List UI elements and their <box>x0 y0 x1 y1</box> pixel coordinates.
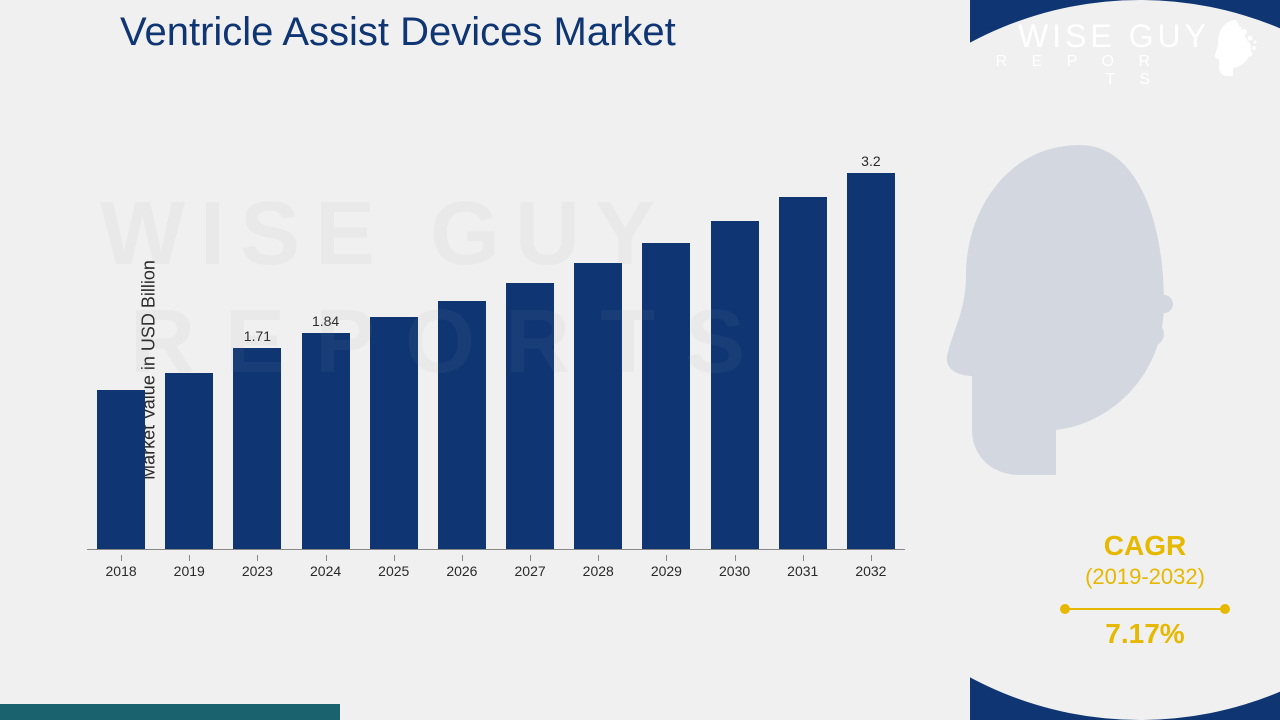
x-axis-label: 2019 <box>174 563 205 579</box>
bar-slot: 1.842024 <box>302 549 350 555</box>
x-axis-label: 2025 <box>378 563 409 579</box>
bar-slot: 2026 <box>438 549 486 555</box>
bar-value-label: 1.71 <box>244 328 271 344</box>
x-tick <box>735 555 736 561</box>
x-axis-label: 2018 <box>106 563 137 579</box>
bar <box>642 243 690 549</box>
bar <box>574 263 622 549</box>
bar-slot: 2030 <box>711 549 759 555</box>
bar-slot: 2019 <box>165 549 213 555</box>
logo-head-icon <box>1212 18 1260 78</box>
bar-value-label: 3.2 <box>861 153 880 169</box>
x-tick <box>189 555 190 561</box>
bar <box>302 333 350 549</box>
bar <box>711 221 759 549</box>
bar <box>97 390 145 549</box>
chart-title: Ventricle Assist Devices Market <box>120 10 676 55</box>
x-axis-label: 2029 <box>651 563 682 579</box>
bar-slot: 1.712023 <box>233 549 281 555</box>
bar <box>370 317 418 549</box>
chart-area: Market Value in USD Billion 201820191.71… <box>75 150 905 590</box>
x-tick <box>326 555 327 561</box>
x-tick <box>257 555 258 561</box>
cagr-value: 7.17% <box>1045 618 1245 650</box>
x-axis-label: 2032 <box>855 563 886 579</box>
x-tick <box>598 555 599 561</box>
bar <box>233 348 281 549</box>
bar-slot: 2028 <box>574 549 622 555</box>
bottom-stripe <box>0 704 340 720</box>
bar <box>165 373 213 549</box>
x-tick <box>462 555 463 561</box>
x-axis-label: 2028 <box>583 563 614 579</box>
bar <box>506 283 554 549</box>
bar <box>438 301 486 549</box>
bar <box>779 197 827 549</box>
x-tick <box>530 555 531 561</box>
cagr-range: (2019-2032) <box>1045 564 1245 590</box>
x-tick <box>871 555 872 561</box>
bar-slot: 3.22032 <box>847 549 895 555</box>
x-axis-label: 2023 <box>242 563 273 579</box>
x-tick <box>121 555 122 561</box>
logo: WISE GUY R E P O R T S <box>980 18 1260 89</box>
bar-value-label: 1.84 <box>312 313 339 329</box>
bar-slot: 2029 <box>642 549 690 555</box>
x-axis-label: 2024 <box>310 563 341 579</box>
chart-plot: 201820191.7120231.8420242025202620272028… <box>87 150 905 550</box>
x-axis-label: 2030 <box>719 563 750 579</box>
bar-slot: 2025 <box>370 549 418 555</box>
x-axis-label: 2031 <box>787 563 818 579</box>
cagr-title: CAGR <box>1045 530 1245 562</box>
logo-text-main: WISE GUY <box>980 18 1210 55</box>
bar-slot: 2027 <box>506 549 554 555</box>
x-axis-label: 2027 <box>515 563 546 579</box>
bar <box>847 173 895 549</box>
logo-text-sub: R E P O R T S <box>980 53 1160 89</box>
x-axis-label: 2026 <box>446 563 477 579</box>
cagr-divider <box>1065 608 1225 610</box>
x-tick <box>666 555 667 561</box>
bar-slot: 2018 <box>97 549 145 555</box>
x-tick <box>803 555 804 561</box>
bar-slot: 2031 <box>779 549 827 555</box>
x-tick <box>394 555 395 561</box>
cagr-block: CAGR (2019-2032) 7.17% <box>1045 530 1245 650</box>
